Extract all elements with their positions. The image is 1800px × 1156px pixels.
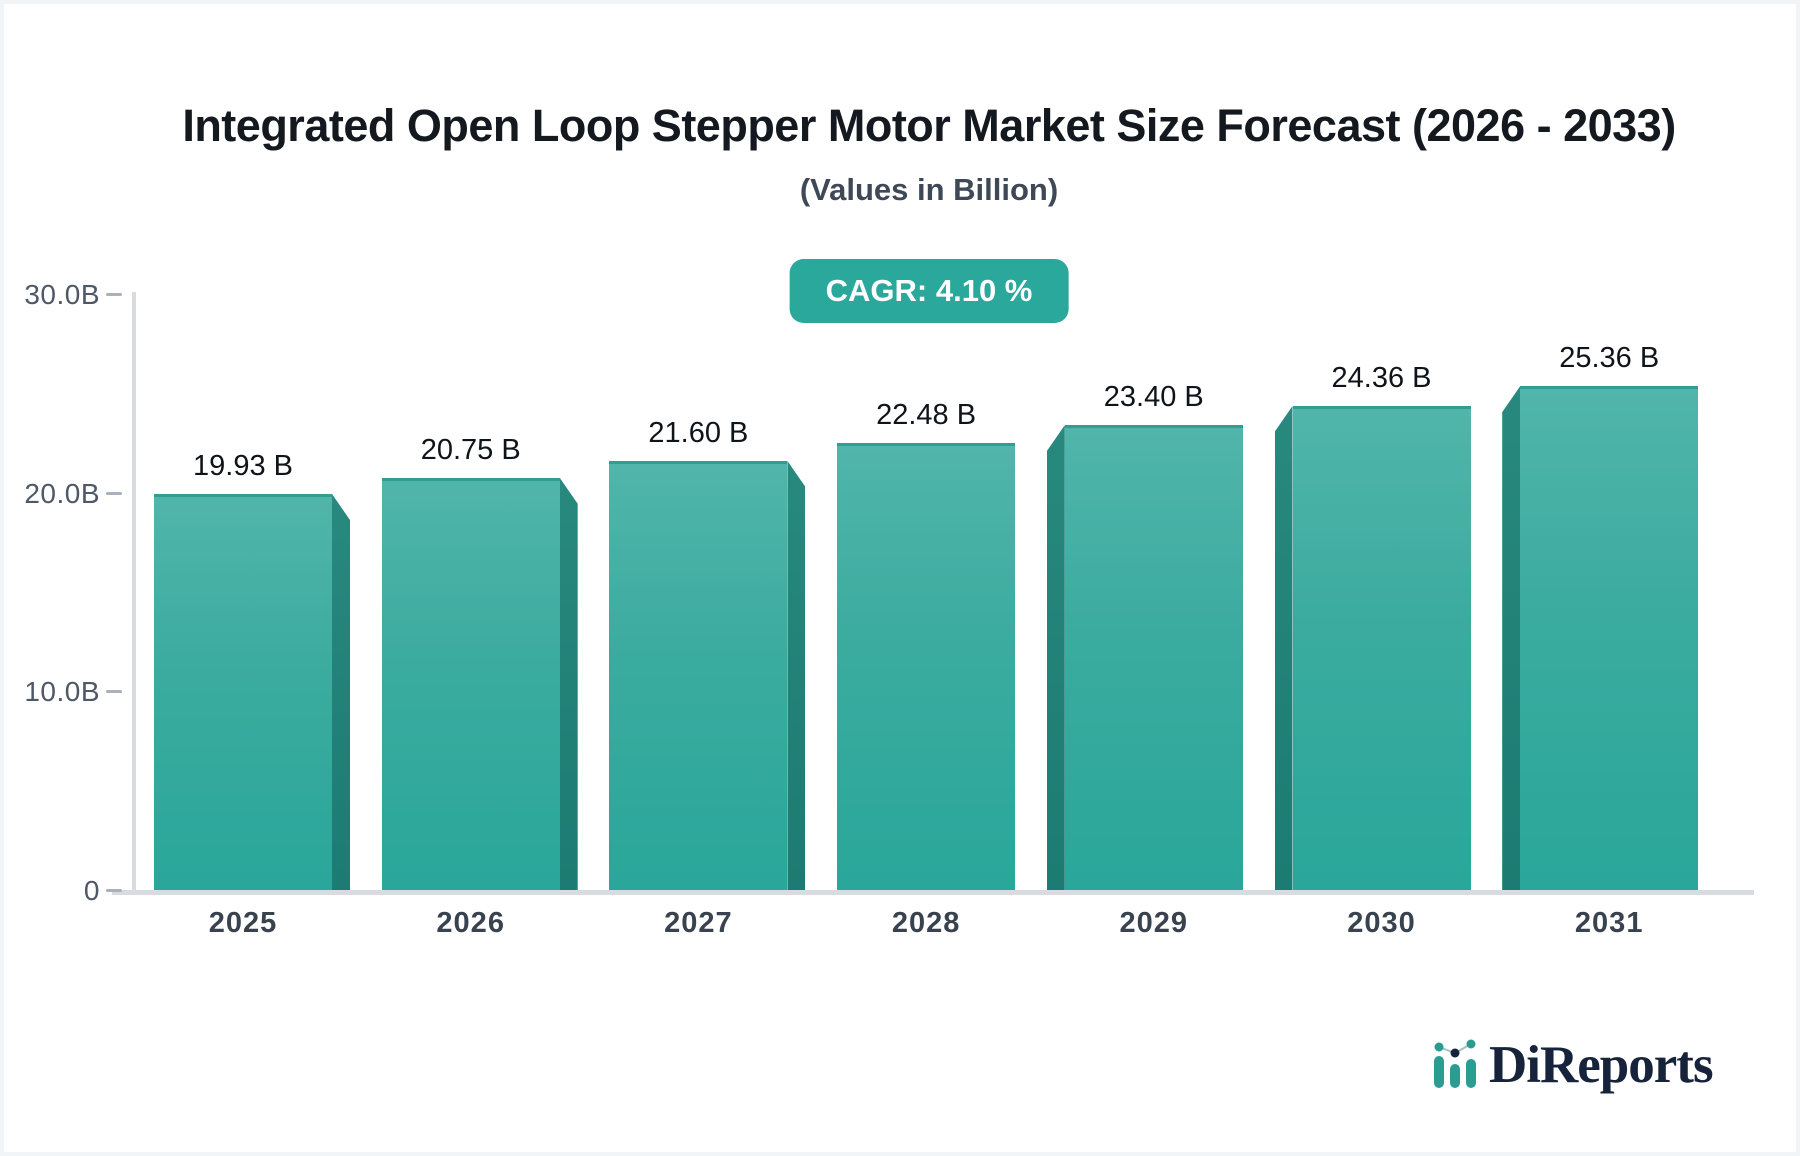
bar-2030	[1292, 406, 1471, 890]
x-axis-label-2026: 2026	[436, 907, 505, 939]
x-axis-label-2025: 2025	[208, 907, 278, 939]
bar-3d-side	[787, 460, 806, 890]
x-axis-label-2028: 2028	[891, 907, 961, 939]
bar-value-label: 23.40 B	[1103, 381, 1204, 414]
logo-text: DiReports	[1489, 1036, 1714, 1094]
x-axis-label-2027: 2027	[664, 907, 733, 939]
bar-2028	[837, 443, 1016, 890]
y-axis-line	[132, 292, 136, 895]
x-axis-label-2031: 2031	[1574, 907, 1644, 939]
y-tick-label: 30.0B	[24, 279, 100, 310]
y-tick-mark	[106, 889, 122, 892]
y-tick-label: 0	[83, 875, 100, 906]
bar-3d-side	[1046, 425, 1065, 890]
x-axis-line	[112, 890, 1754, 895]
bar-value-label: 20.75 B	[420, 433, 521, 466]
bar-value-label: 22.48 B	[876, 399, 977, 432]
bar-3d-side	[1502, 386, 1521, 890]
y-tick-label: 10.0B	[24, 676, 100, 708]
bar-2029	[1064, 425, 1243, 890]
bar-3d-side	[332, 494, 350, 890]
bar-2031	[1520, 386, 1699, 890]
bar-2026	[381, 477, 560, 890]
y-tick-mark	[106, 293, 122, 296]
brand-logo: DiReports	[1433, 1036, 1714, 1094]
y-tick-mark	[106, 690, 122, 694]
logo-chart-icon	[1434, 1039, 1476, 1088]
bar-value-label: 25.36 B	[1559, 342, 1660, 375]
chart-title: Integrated Open Loop Stepper Motor Marke…	[182, 100, 1676, 151]
bar-2025	[154, 494, 332, 890]
y-tick-label: 20.0B	[24, 477, 100, 509]
bar-3d-side	[559, 477, 578, 890]
y-tick-mark	[106, 491, 122, 495]
chart-subtitle: (Values in Billion)	[799, 172, 1059, 207]
x-axis-label-2029: 2029	[1119, 907, 1189, 939]
bar-value-label: 24.36 B	[1331, 362, 1432, 395]
x-axis-label-2030: 2030	[1347, 907, 1416, 939]
cagr-badge: CAGR: 4.10 %	[789, 259, 1069, 323]
bar-2027	[609, 460, 788, 890]
bar-value-label: 19.93 B	[193, 450, 293, 483]
bar-value-label: 21.60 B	[648, 416, 749, 449]
bar-3d-side	[1274, 406, 1293, 890]
